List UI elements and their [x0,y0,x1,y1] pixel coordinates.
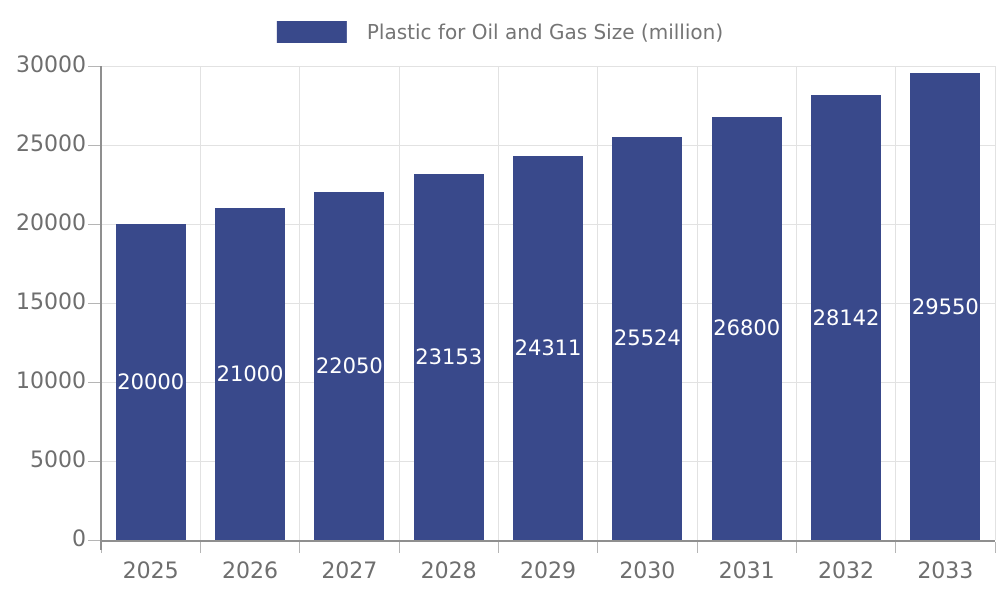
y-axis-tick [88,461,100,462]
x-axis-tick [199,542,201,553]
y-axis-tick [88,382,100,383]
gridline-vertical [299,66,301,540]
legend-label: Plastic for Oil and Gas Size (million) [366,20,724,44]
gridline-vertical [994,66,996,540]
x-axis-line [101,540,995,542]
bar [215,208,285,540]
x-axis-tick-label: 2025 [122,559,179,584]
x-axis-tick [696,542,698,553]
bar [612,136,683,540]
x-axis-tick-label: 2027 [321,559,378,584]
gridline-vertical [199,66,201,540]
y-axis-tick-label: 20000 [16,211,86,236]
gridline-vertical [795,66,797,540]
bar [910,73,981,540]
bar-value-label: 24311 [514,335,582,360]
plot-area: 20000 21000 22050 23153 24311 25524 26800 28142… [88,65,996,553]
bar [115,224,186,540]
bar-value-label: 21000 [216,362,284,387]
y-axis-tick [88,66,100,67]
y-axis-tick [88,540,100,541]
bar [314,191,385,540]
gridline-vertical [597,66,599,540]
legend: Plastic for Oil and Gas Size (million) [276,20,724,44]
y-axis-tick [88,145,100,146]
y-axis-tick-label: 0 [72,527,86,552]
bar-value-label: 20000 [117,370,185,394]
x-axis-tick-label: 2031 [718,559,775,584]
gridline-vertical [497,66,499,540]
bar-value-label: 28142 [812,305,880,330]
bar [811,95,881,540]
gridline-horizontal [101,65,995,67]
x-axis-tick-label: 2032 [817,559,874,584]
gridline-vertical [398,66,400,540]
y-axis-line [100,66,102,550]
legend-swatch [276,21,347,43]
x-axis-tick-label: 2030 [619,559,676,584]
x-axis-tick [398,542,400,553]
x-axis-tick-label: 2033 [917,559,974,584]
bar-value-label: 29550 [911,294,979,319]
bar [413,174,484,540]
y-axis-tick-label: 10000 [16,369,86,394]
y-axis-tick [88,224,100,225]
y-axis-tick-label: 30000 [16,53,86,78]
y-axis-tick [88,303,100,304]
bar [513,155,583,540]
x-axis-tick-label: 2028 [420,559,477,584]
bar-value-label: 22050 [315,353,383,378]
bar-value-label: 25524 [613,326,681,351]
x-axis-tick [597,542,599,553]
x-axis-tick-label: 2026 [221,559,278,584]
bar [711,116,782,540]
y-axis-tick-label: 25000 [16,132,86,157]
y-axis-tick-label: 15000 [16,290,86,315]
x-axis-tick [895,542,897,553]
x-axis-tick [795,542,797,553]
bar-value-label: 23153 [415,345,483,370]
bar-value-label: 26800 [713,316,781,341]
y-axis-tick-label: 5000 [30,448,86,473]
gridline-horizontal [101,144,995,146]
x-axis-tick-label: 2029 [519,559,576,584]
x-axis-tick [299,542,301,553]
gridline-vertical [696,66,698,540]
x-axis-tick [497,542,499,553]
gridline-vertical [895,66,897,540]
x-axis-tick [994,542,996,553]
